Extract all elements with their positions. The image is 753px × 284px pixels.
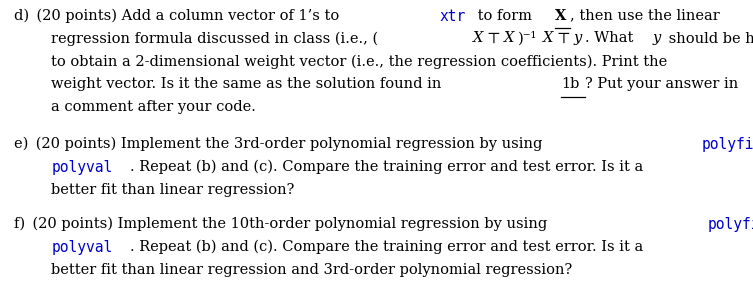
Text: . Repeat (b) and (c). Compare the training error and test error. Is it a: . Repeat (b) and (c). Compare the traini…: [130, 160, 644, 174]
Text: to form: to form: [473, 9, 537, 22]
Text: ? Put your answer in: ? Put your answer in: [584, 77, 738, 91]
Text: X: X: [505, 32, 515, 45]
Text: , then use the linear: , then use the linear: [570, 9, 720, 22]
Text: y: y: [653, 32, 661, 45]
Text: X: X: [555, 9, 566, 22]
Text: 1b: 1b: [561, 77, 579, 91]
Text: d) (20 points) Add a column vector of 1’s to: d) (20 points) Add a column vector of 1’…: [14, 9, 343, 23]
Text: ⊤: ⊤: [556, 32, 570, 45]
Text: regression formula discussed in class (i.e., (: regression formula discussed in class (i…: [51, 32, 378, 46]
Text: better fit than linear regression?: better fit than linear regression?: [51, 183, 294, 197]
Text: . Repeat (b) and (c). Compare the training error and test error. Is it a: . Repeat (b) and (c). Compare the traini…: [130, 240, 644, 254]
Text: polyval: polyval: [51, 240, 112, 255]
Text: weight vector. Is it the same as the solution found in: weight vector. Is it the same as the sol…: [51, 77, 447, 91]
Text: a comment after your code.: a comment after your code.: [51, 100, 256, 114]
Text: polyfit: polyfit: [708, 217, 753, 232]
Text: should be here?): should be here?): [663, 32, 753, 45]
Text: to obtain a 2-dimensional weight vector (i.e., the regression coefficients). Pri: to obtain a 2-dimensional weight vector …: [51, 54, 667, 69]
Text: y: y: [574, 32, 582, 45]
Text: better fit than linear regression and 3rd-order polynomial regression?: better fit than linear regression and 3r…: [51, 263, 572, 277]
Text: X: X: [474, 32, 483, 45]
Text: e) (20 points) Implement the 3rd-order polynomial regression by using: e) (20 points) Implement the 3rd-order p…: [14, 137, 547, 151]
Text: f) (20 points) Implement the 10th-order polynomial regression by using: f) (20 points) Implement the 10th-order …: [14, 217, 551, 231]
Text: xtr: xtr: [439, 9, 465, 24]
Text: polyval: polyval: [51, 160, 112, 175]
Text: . What: . What: [584, 32, 638, 45]
Text: ⊤: ⊤: [486, 32, 501, 45]
Text: X: X: [543, 32, 553, 45]
Text: )⁻¹: )⁻¹: [518, 32, 537, 46]
Text: polyfit: polyfit: [701, 137, 753, 152]
